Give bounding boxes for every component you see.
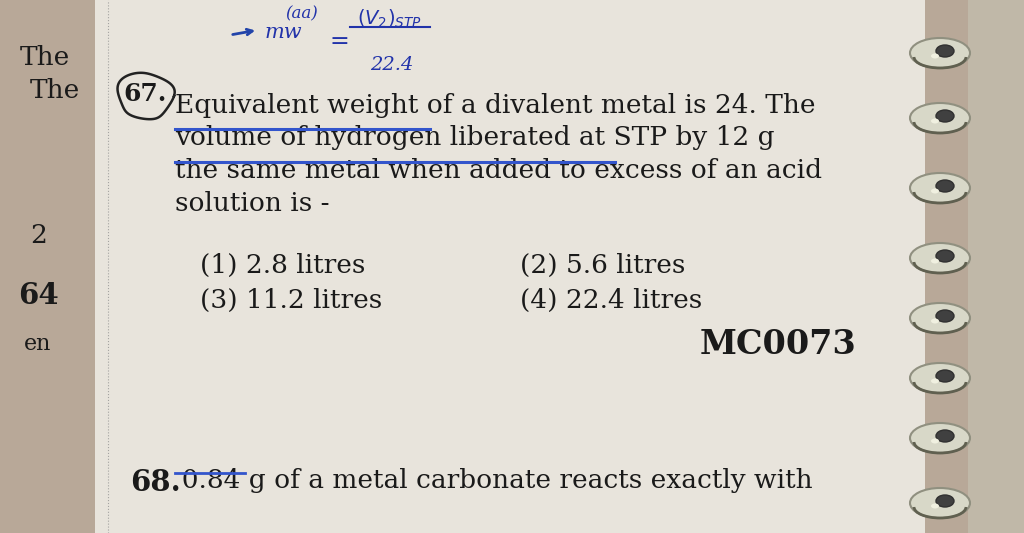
Ellipse shape	[910, 488, 970, 518]
Text: $(V_2)_{STP}$: $(V_2)_{STP}$	[357, 8, 422, 30]
Ellipse shape	[931, 118, 939, 124]
Ellipse shape	[936, 430, 954, 442]
Ellipse shape	[931, 53, 939, 59]
Text: 64: 64	[18, 281, 58, 310]
Text: 2: 2	[30, 223, 47, 248]
FancyBboxPatch shape	[968, 0, 1024, 533]
Ellipse shape	[936, 180, 954, 192]
Text: 68.: 68.	[130, 468, 181, 497]
Ellipse shape	[936, 495, 954, 507]
Ellipse shape	[936, 110, 954, 122]
Text: Equivalent weight of a divalent metal is 24. The: Equivalent weight of a divalent metal is…	[175, 93, 815, 118]
Ellipse shape	[910, 103, 970, 133]
Text: (3) 11.2 litres: (3) 11.2 litres	[200, 288, 382, 313]
Ellipse shape	[931, 378, 939, 384]
Text: the same metal when added to excess of an acid: the same metal when added to excess of a…	[175, 158, 822, 183]
Ellipse shape	[931, 259, 939, 263]
Text: solution is -: solution is -	[175, 191, 330, 216]
Ellipse shape	[931, 439, 939, 443]
Ellipse shape	[936, 45, 954, 57]
Text: =: =	[330, 30, 350, 53]
Text: 22.4: 22.4	[370, 56, 414, 74]
Text: (1) 2.8 litres: (1) 2.8 litres	[200, 253, 366, 278]
Ellipse shape	[910, 243, 970, 273]
Text: 0.84 g of a metal carbonate reacts exactly with: 0.84 g of a metal carbonate reacts exact…	[165, 468, 813, 493]
Text: The: The	[20, 45, 71, 70]
Ellipse shape	[931, 504, 939, 508]
Text: volume of hydrogen liberated at STP by 12 g: volume of hydrogen liberated at STP by 1…	[175, 125, 774, 150]
Ellipse shape	[936, 250, 954, 262]
Text: (2) 5.6 litres: (2) 5.6 litres	[520, 253, 685, 278]
Text: mw: mw	[265, 23, 303, 42]
Ellipse shape	[910, 303, 970, 333]
Text: MC0073: MC0073	[700, 328, 857, 361]
Ellipse shape	[931, 319, 939, 324]
Ellipse shape	[910, 363, 970, 393]
Ellipse shape	[936, 310, 954, 322]
Text: 67.: 67.	[123, 82, 167, 106]
Ellipse shape	[910, 173, 970, 203]
Text: (4) 22.4 litres: (4) 22.4 litres	[520, 288, 702, 313]
Text: en: en	[24, 333, 51, 355]
Text: The: The	[30, 78, 80, 103]
Ellipse shape	[910, 38, 970, 68]
FancyBboxPatch shape	[95, 0, 925, 533]
Text: (aa): (aa)	[285, 5, 317, 22]
Ellipse shape	[910, 423, 970, 453]
Ellipse shape	[936, 370, 954, 382]
Ellipse shape	[931, 189, 939, 193]
